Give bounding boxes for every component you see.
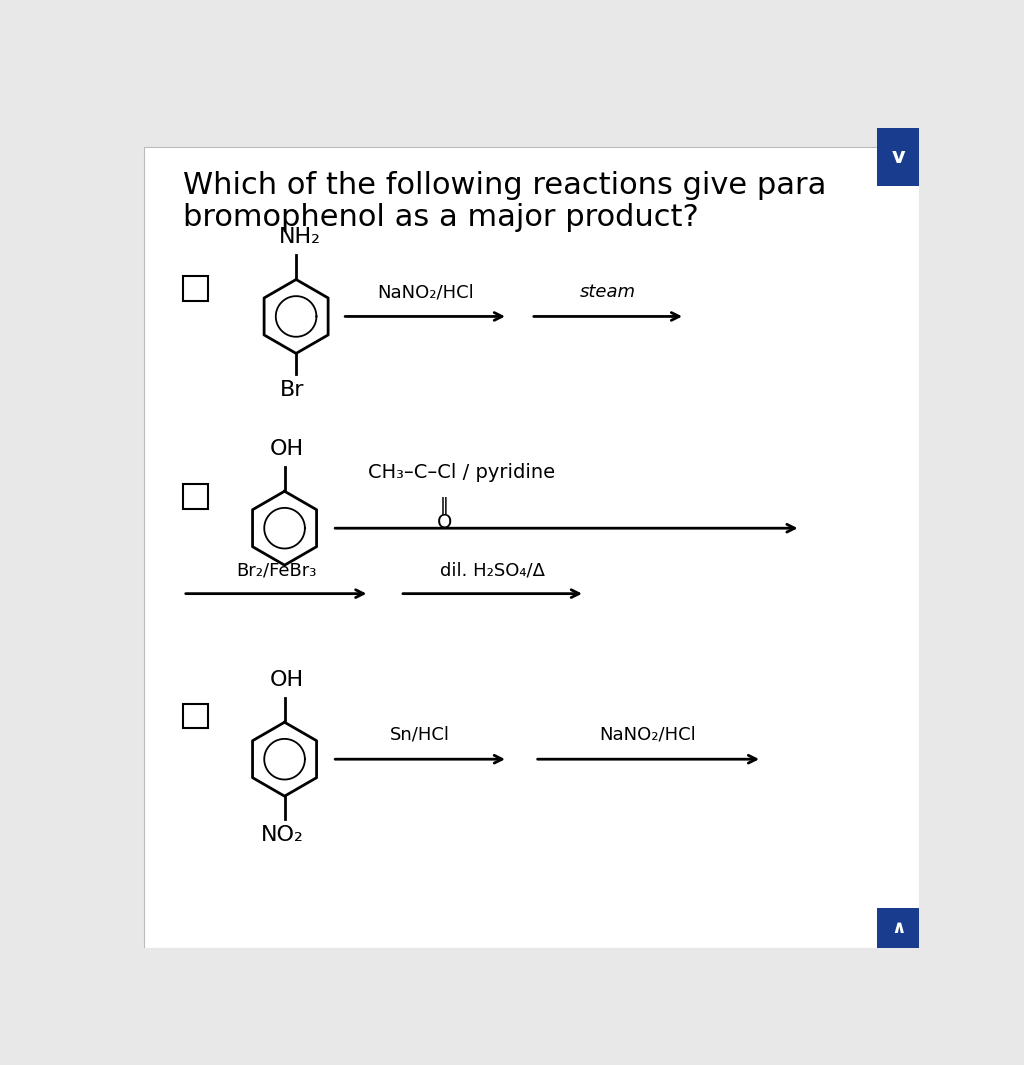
Bar [183, 277, 208, 301]
Text: bromophenol as a major product?: bromophenol as a major product? [183, 203, 698, 232]
Text: Sn/HCl: Sn/HCl [390, 726, 451, 743]
Bar [183, 704, 208, 728]
Text: v: v [892, 147, 905, 167]
Text: OH: OH [269, 670, 304, 690]
Text: Br₂/FeBr₃: Br₂/FeBr₃ [236, 562, 316, 579]
Text: NaNO₂/HCl: NaNO₂/HCl [377, 283, 474, 301]
Text: NH₂: NH₂ [279, 227, 321, 247]
Text: CH₃–C–Cl / pyridine: CH₃–C–Cl / pyridine [368, 463, 555, 482]
Text: OH: OH [269, 439, 304, 459]
Bar [878, 907, 920, 948]
Text: O: O [437, 512, 453, 531]
Text: ∧: ∧ [891, 919, 905, 937]
Bar [183, 485, 208, 509]
Text: Br: Br [280, 379, 304, 399]
Text: NaNO₂/HCl: NaNO₂/HCl [600, 726, 696, 743]
Text: NO₂: NO₂ [261, 824, 304, 845]
Text: dil. H₂SO₄/Δ: dil. H₂SO₄/Δ [440, 562, 545, 579]
Bar [878, 128, 920, 185]
Text: ‖: ‖ [440, 497, 450, 514]
Text: Which of the following reactions give para: Which of the following reactions give pa… [183, 171, 826, 200]
Text: steam: steam [580, 283, 636, 301]
